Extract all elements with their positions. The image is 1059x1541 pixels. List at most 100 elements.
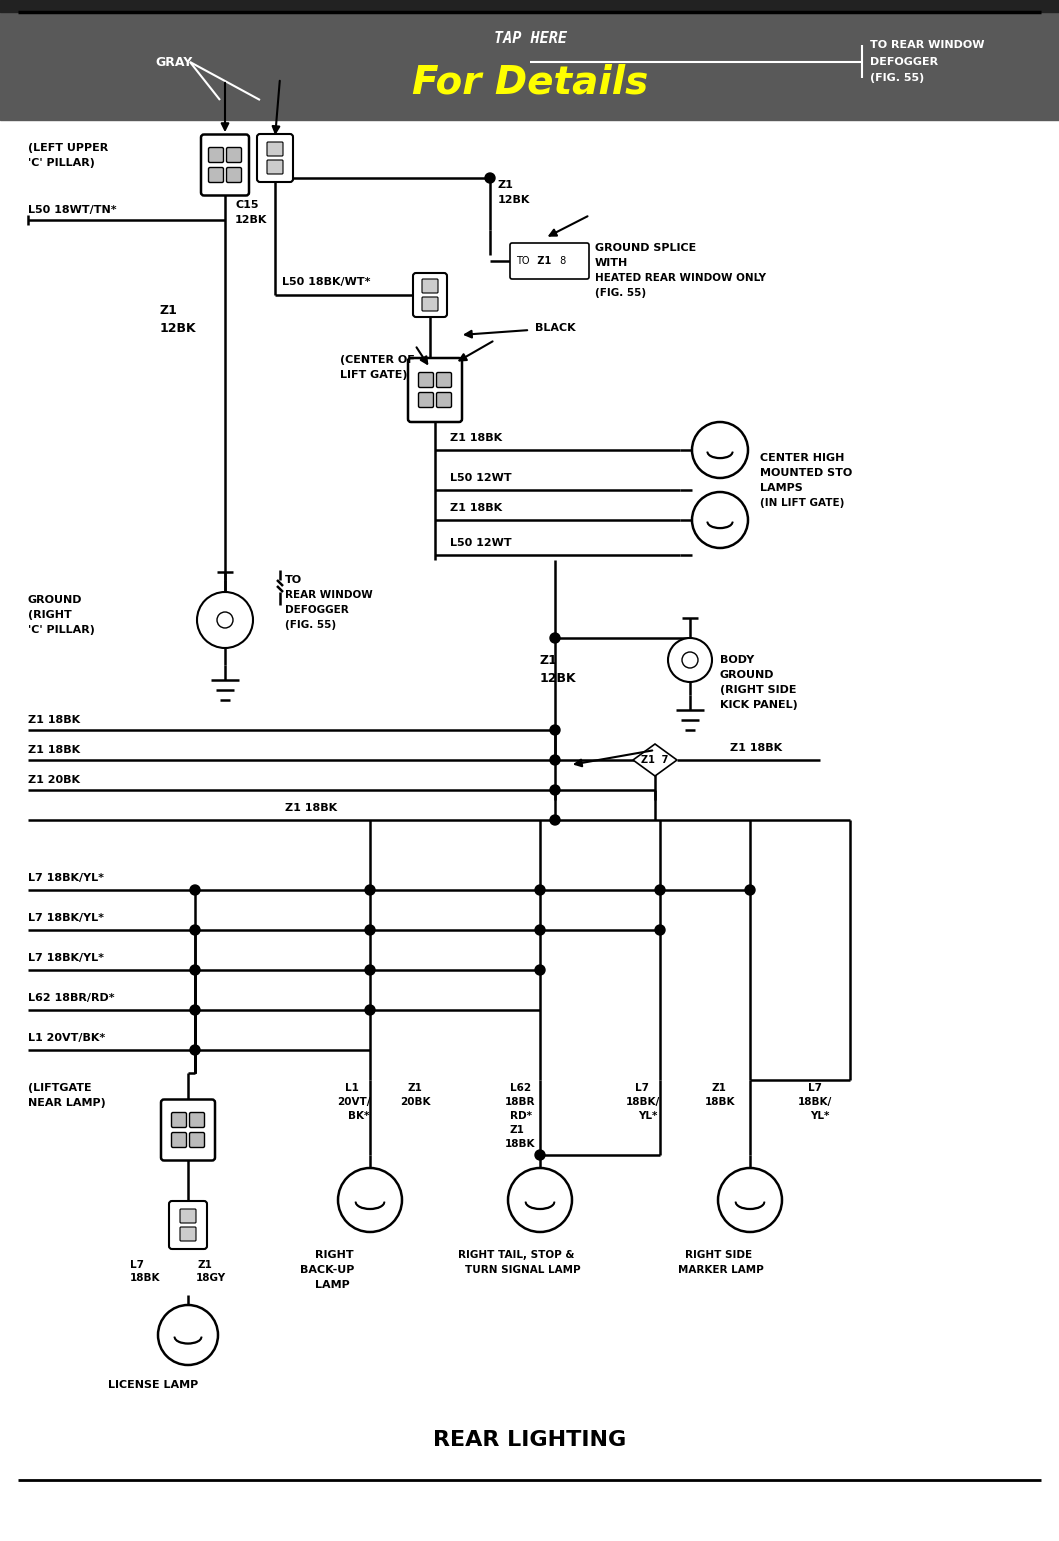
- FancyBboxPatch shape: [172, 1133, 186, 1148]
- Text: Z1 18BK: Z1 18BK: [450, 502, 502, 513]
- Text: (CENTER OF: (CENTER OF: [340, 354, 415, 365]
- Circle shape: [656, 885, 665, 895]
- FancyBboxPatch shape: [436, 373, 451, 387]
- Text: GROUND SPLICE: GROUND SPLICE: [595, 243, 696, 253]
- Text: For Details: For Details: [412, 63, 648, 102]
- Text: 18BK/: 18BK/: [798, 1097, 832, 1106]
- Text: Z1: Z1: [712, 1083, 726, 1093]
- Text: 18BK: 18BK: [705, 1097, 736, 1106]
- Text: LIFT GATE): LIFT GATE): [340, 370, 408, 381]
- Text: 12BK: 12BK: [160, 322, 197, 334]
- Text: (LIFTGATE: (LIFTGATE: [28, 1083, 92, 1093]
- Text: Z1: Z1: [160, 304, 178, 316]
- Text: 18GY: 18GY: [196, 1273, 227, 1284]
- Text: CENTER HIGH: CENTER HIGH: [760, 453, 844, 462]
- FancyBboxPatch shape: [408, 358, 462, 422]
- Text: 12BK: 12BK: [540, 672, 576, 684]
- Circle shape: [550, 633, 560, 643]
- Circle shape: [365, 925, 375, 935]
- Circle shape: [668, 638, 712, 683]
- Text: TO REAR WINDOW: TO REAR WINDOW: [870, 40, 985, 49]
- FancyBboxPatch shape: [180, 1227, 196, 1241]
- Text: DEFOGGER: DEFOGGER: [285, 606, 348, 615]
- Text: RIGHT TAIL, STOP &: RIGHT TAIL, STOP &: [457, 1250, 574, 1261]
- Text: L7 18BK/YL*: L7 18BK/YL*: [28, 912, 104, 923]
- FancyBboxPatch shape: [267, 160, 283, 174]
- FancyBboxPatch shape: [418, 373, 433, 387]
- FancyBboxPatch shape: [227, 148, 241, 162]
- Text: Z1: Z1: [198, 1261, 213, 1270]
- Text: BLACK: BLACK: [535, 324, 576, 333]
- Text: REAR WINDOW: REAR WINDOW: [285, 590, 373, 599]
- Text: YL*: YL*: [638, 1111, 658, 1120]
- Text: Z1 18BK: Z1 18BK: [28, 744, 80, 755]
- Text: Z1  7: Z1 7: [642, 755, 668, 764]
- FancyBboxPatch shape: [201, 134, 249, 196]
- FancyBboxPatch shape: [421, 297, 438, 311]
- Text: (FIG. 55): (FIG. 55): [595, 288, 646, 297]
- Text: RD*: RD*: [510, 1111, 532, 1120]
- FancyBboxPatch shape: [421, 279, 438, 293]
- Circle shape: [550, 784, 560, 795]
- FancyBboxPatch shape: [172, 1113, 186, 1128]
- Text: L50 12WT: L50 12WT: [450, 538, 511, 549]
- Circle shape: [197, 592, 253, 649]
- Text: TURN SIGNAL LAMP: TURN SIGNAL LAMP: [465, 1265, 580, 1274]
- Circle shape: [365, 965, 375, 975]
- Text: Z1 18BK: Z1 18BK: [285, 803, 337, 814]
- Bar: [0, 0, 1059, 12]
- Text: Z1 18BK: Z1 18BK: [28, 715, 80, 724]
- Text: L50 12WT: L50 12WT: [450, 473, 511, 482]
- Text: TO: TO: [516, 256, 530, 267]
- FancyBboxPatch shape: [413, 273, 447, 317]
- Text: (RIGHT: (RIGHT: [28, 610, 72, 619]
- FancyBboxPatch shape: [267, 142, 283, 156]
- Text: TO: TO: [285, 575, 302, 586]
- Text: LAMPS: LAMPS: [760, 482, 803, 493]
- Text: 20BK: 20BK: [400, 1097, 431, 1106]
- Text: MOUNTED STO: MOUNTED STO: [760, 468, 852, 478]
- FancyBboxPatch shape: [257, 134, 293, 182]
- Text: L62: L62: [510, 1083, 532, 1093]
- Text: KICK PANEL): KICK PANEL): [720, 700, 797, 710]
- Text: LAMP: LAMP: [315, 1281, 349, 1290]
- Text: TAP HERE: TAP HERE: [493, 31, 567, 46]
- Circle shape: [338, 1168, 402, 1231]
- Text: Z1: Z1: [540, 653, 558, 667]
- Text: RIGHT SIDE: RIGHT SIDE: [685, 1250, 752, 1261]
- Circle shape: [535, 965, 545, 975]
- Text: 'C' PILLAR): 'C' PILLAR): [28, 159, 95, 168]
- Text: GROUND: GROUND: [28, 595, 83, 606]
- Text: L7: L7: [130, 1261, 144, 1270]
- FancyBboxPatch shape: [169, 1200, 207, 1250]
- Circle shape: [718, 1168, 782, 1231]
- Circle shape: [217, 612, 233, 629]
- Text: Z1 20BK: Z1 20BK: [28, 775, 80, 784]
- Text: 12BK: 12BK: [235, 216, 267, 225]
- Text: WITH: WITH: [595, 257, 628, 268]
- Circle shape: [365, 885, 375, 895]
- Text: 20VT/: 20VT/: [337, 1097, 371, 1106]
- FancyBboxPatch shape: [418, 393, 433, 407]
- Circle shape: [550, 815, 560, 824]
- Circle shape: [682, 652, 698, 667]
- Text: GRAY: GRAY: [155, 55, 193, 68]
- Text: 18BR: 18BR: [505, 1097, 536, 1106]
- Text: (FIG. 55): (FIG. 55): [870, 72, 925, 83]
- Text: L1: L1: [345, 1083, 359, 1093]
- Text: BACK-UP: BACK-UP: [300, 1265, 355, 1274]
- Text: YL*: YL*: [810, 1111, 829, 1120]
- FancyBboxPatch shape: [510, 243, 589, 279]
- Bar: [0, 0, 1059, 120]
- Text: L7: L7: [635, 1083, 649, 1093]
- FancyBboxPatch shape: [180, 1210, 196, 1224]
- Text: L7 18BK/YL*: L7 18BK/YL*: [28, 952, 104, 963]
- Text: Z1: Z1: [534, 256, 552, 267]
- Text: L50 18BK/WT*: L50 18BK/WT*: [282, 277, 371, 287]
- Text: GROUND: GROUND: [720, 670, 774, 680]
- Text: 18BK/: 18BK/: [626, 1097, 660, 1106]
- Circle shape: [190, 965, 200, 975]
- Circle shape: [744, 885, 755, 895]
- FancyBboxPatch shape: [227, 168, 241, 182]
- Circle shape: [550, 724, 560, 735]
